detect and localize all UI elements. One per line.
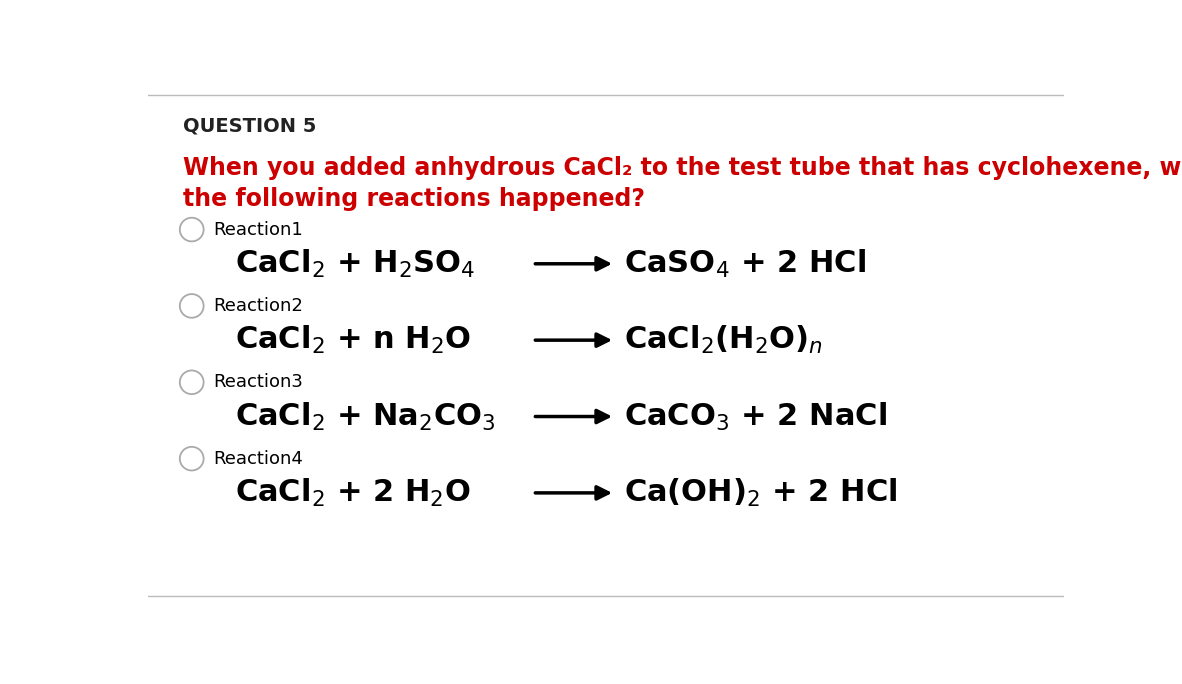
Text: Ca(OH)$_2$ + 2 HCl: Ca(OH)$_2$ + 2 HCl [624,477,897,509]
Text: CaCl$_2$ + n H$_2$O: CaCl$_2$ + n H$_2$O [235,324,472,356]
Text: When you added anhydrous CaCl₂ to the test tube that has cyclohexene, which of: When you added anhydrous CaCl₂ to the te… [182,156,1182,180]
Text: CaCl$_2$ + 2 H$_2$O: CaCl$_2$ + 2 H$_2$O [235,477,470,509]
Text: Reaction2: Reaction2 [214,297,304,315]
Text: Reaction1: Reaction1 [214,220,304,239]
Text: CaSO$_4$ + 2 HCl: CaSO$_4$ + 2 HCl [624,248,866,280]
Text: Reaction4: Reaction4 [214,449,304,468]
Text: CaCl$_2$(H$_2$O)$_n$: CaCl$_2$(H$_2$O)$_n$ [624,324,823,356]
Text: CaCl$_2$ + Na$_2$CO$_3$: CaCl$_2$ + Na$_2$CO$_3$ [235,400,495,432]
Text: CaCl$_2$ + H$_2$SO$_4$: CaCl$_2$ + H$_2$SO$_4$ [235,248,475,280]
Text: QUESTION 5: QUESTION 5 [182,116,316,135]
Text: Reaction3: Reaction3 [214,373,304,391]
Text: CaCO$_3$ + 2 NaCl: CaCO$_3$ + 2 NaCl [624,400,888,432]
Text: the following reactions happened?: the following reactions happened? [182,187,644,211]
